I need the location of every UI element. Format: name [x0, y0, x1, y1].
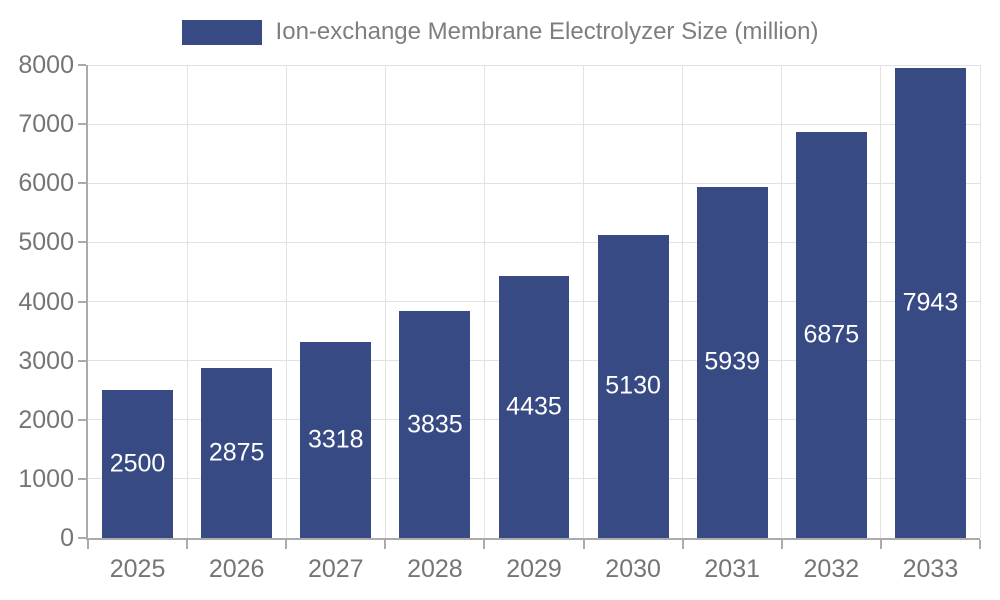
gridline-vertical — [483, 65, 485, 538]
y-tick-mark — [78, 64, 86, 66]
x-tick-label-2033: 2033 — [902, 555, 959, 583]
x-tick-mark — [979, 540, 981, 549]
y-tick-mark — [78, 359, 86, 362]
x-tick-label-2032: 2032 — [803, 555, 860, 583]
y-axis-line — [86, 65, 88, 540]
bar-2033: 7943 — [894, 68, 966, 538]
y-tick-mark — [78, 182, 86, 185]
gridline-vertical — [186, 65, 188, 538]
y-tick-mark — [78, 477, 86, 480]
x-tick-mark — [483, 540, 486, 549]
x-tick-mark — [285, 540, 288, 549]
x-tick-mark — [879, 540, 882, 549]
x-tick-label-2031: 2031 — [704, 555, 761, 583]
gridline-vertical — [583, 65, 585, 538]
gridline-horizontal — [88, 64, 980, 66]
y-tick-label: 0 — [60, 524, 74, 552]
y-tick-label: 2000 — [18, 405, 74, 434]
y-tick-label: 8000 — [18, 51, 74, 79]
gridline-vertical — [285, 65, 287, 538]
gridline-horizontal — [88, 241, 980, 243]
x-tick-mark — [384, 540, 387, 549]
gridline-vertical — [880, 65, 882, 538]
x-tick-mark — [582, 540, 585, 549]
gridline-vertical — [781, 65, 783, 538]
x-axis-line — [86, 538, 980, 540]
y-tick-mark — [78, 537, 86, 539]
x-tick-mark — [780, 540, 783, 549]
x-tick-mark — [186, 540, 189, 549]
bar-2026: 2875 — [201, 368, 273, 538]
bar-value-label: 7943 — [902, 288, 959, 317]
x-tick-label-2027: 2027 — [307, 555, 364, 583]
x-tick-label-2026: 2026 — [208, 555, 265, 583]
x-tick-mark — [87, 540, 89, 549]
bar-value-label: 2875 — [208, 438, 265, 467]
y-tick-mark — [78, 300, 86, 303]
bar-value-label: 3318 — [307, 425, 364, 454]
y-tick-label: 4000 — [18, 287, 74, 316]
x-tick-label-2030: 2030 — [605, 555, 661, 583]
bar-2030: 5130 — [597, 234, 669, 538]
gridline-vertical — [384, 65, 386, 538]
bar-2028: 3835 — [399, 311, 471, 538]
y-tick-label: 6000 — [18, 169, 74, 198]
bar-value-label: 5130 — [605, 371, 661, 400]
plot-area: 2500 2875 3318 3835 4435 5130 5939 6875 7943 — [88, 64, 981, 538]
bar-2029: 4435 — [498, 275, 570, 538]
x-tick-mark — [681, 540, 684, 549]
legend-swatch — [181, 19, 262, 45]
gridline-horizontal — [88, 182, 980, 184]
gridline-vertical — [979, 65, 981, 538]
gridline-vertical — [682, 65, 684, 538]
bar-value-label: 3835 — [407, 410, 463, 439]
bar-value-label: 2500 — [109, 449, 166, 478]
legend-label: Ion-exchange Membrane Electrolyzer Size … — [275, 18, 819, 45]
x-tick-label-2028: 2028 — [407, 555, 463, 583]
bar-2027: 3318 — [300, 341, 372, 538]
bar-value-label: 5939 — [704, 347, 761, 376]
bar-value-label: 4435 — [506, 392, 562, 421]
bar-2025: 2500 — [102, 390, 174, 538]
x-tick-label-2025: 2025 — [109, 555, 166, 583]
bar-2032: 6875 — [795, 131, 867, 538]
legend[interactable]: Ion-exchange Membrane Electrolyzer Size … — [0, 18, 1000, 46]
y-tick-label: 1000 — [18, 464, 74, 493]
y-tick-mark — [78, 241, 86, 244]
x-tick-label-2029: 2029 — [506, 555, 562, 583]
gridline-horizontal — [88, 123, 980, 125]
bar-value-label: 6875 — [803, 320, 860, 349]
y-tick-mark — [78, 418, 86, 421]
y-tick-mark — [78, 123, 86, 126]
y-tick-label: 5000 — [18, 228, 74, 257]
bar-2031: 5939 — [696, 186, 768, 538]
y-tick-label: 3000 — [18, 346, 74, 375]
y-tick-label: 7000 — [18, 110, 74, 139]
